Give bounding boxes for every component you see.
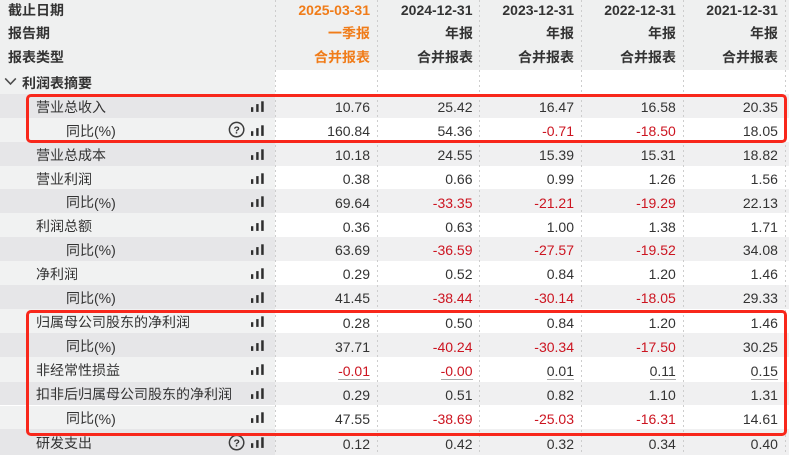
- svg-text:?: ?: [233, 437, 239, 449]
- svg-text:?: ?: [233, 125, 239, 137]
